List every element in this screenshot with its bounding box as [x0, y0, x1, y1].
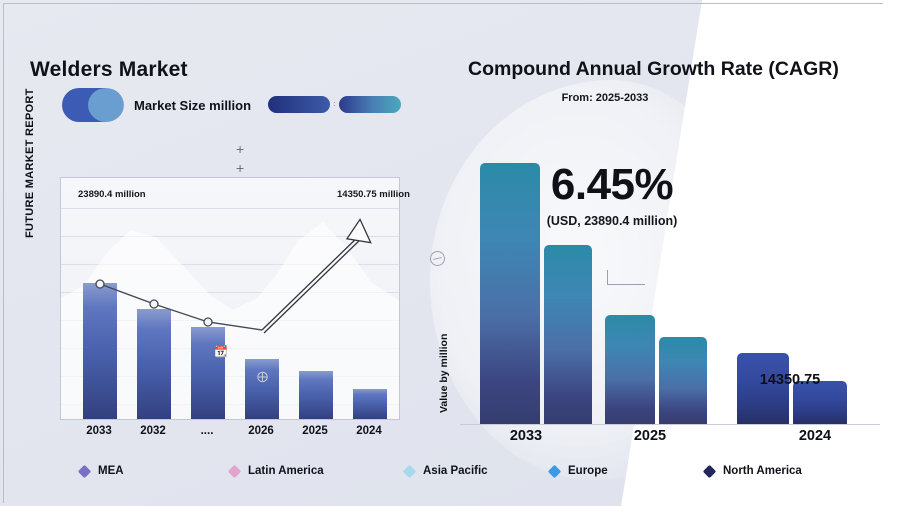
x-label-dots: ....	[200, 425, 214, 437]
bar-2033	[83, 283, 117, 419]
left-chart-bars	[61, 178, 399, 419]
brand-legend-label: Market Size million	[134, 97, 252, 113]
right-bar-2033-primary	[480, 163, 540, 425]
legend-swatch-icon	[227, 464, 242, 478]
right-x-label-2033: 2033	[509, 428, 543, 444]
brand-logo-icon	[62, 88, 124, 122]
brand-legend: Market Size million	[62, 88, 251, 122]
bar-dots	[191, 327, 225, 419]
legend-label: Latin America	[248, 465, 324, 477]
right-bar-2024-secondary	[793, 381, 847, 425]
legend-item-mea[interactable]: MEA	[77, 464, 230, 478]
legend-item-north-america[interactable]: North America	[702, 464, 802, 478]
legend-label: Europe	[568, 465, 608, 477]
legend-label: North America	[723, 465, 802, 477]
right-bar-2025-primary	[605, 315, 655, 425]
plus-icon-2: +	[236, 160, 245, 176]
x-label-2024: 2024	[356, 425, 382, 437]
plus-icon-1: +	[236, 141, 245, 157]
pill-swatch-gradient	[339, 96, 401, 113]
plus-marks-group: + +	[236, 140, 244, 178]
right-chart-data-label: 14350.75	[759, 372, 821, 388]
cagr-subtitle: From: 2025-2033	[561, 92, 649, 104]
cagr-title: Compound Annual Growth Rate (CAGR)	[468, 58, 839, 80]
right-x-label-2024: 2024	[798, 428, 832, 444]
left-chart-x-labels: 2033 2032 .... 2026 2025 2024	[60, 425, 400, 445]
calendar-watermark-icon: 📆	[214, 346, 228, 358]
right-chart-baseline	[460, 424, 880, 425]
right-x-label-2025: 2025	[633, 428, 667, 444]
x-label-2026: 2026	[248, 425, 274, 437]
bracket-decoration	[607, 270, 645, 285]
pill-swatch-dark	[268, 96, 330, 113]
pill-legend: :	[268, 96, 401, 113]
zoom-out-icon[interactable]	[430, 251, 445, 266]
region-legend: MEA Latin America Asia Pacific Europe No…	[77, 464, 802, 478]
left-chart-overlay-line	[95, 218, 372, 334]
right-chart-x-labels: 2033 2025 2024	[460, 428, 880, 450]
add-box-watermark-icon: ⨁	[257, 371, 268, 383]
right-bar-2024-primary	[737, 353, 789, 425]
growth-arrow	[261, 218, 372, 334]
cagr-value: 6.45%	[550, 160, 674, 209]
right-bar-2025-secondary	[659, 337, 707, 425]
bar-2026	[245, 359, 279, 419]
x-label-2033: 2033	[86, 425, 112, 437]
legend-label: Asia Pacific	[423, 465, 488, 477]
right-bar-2033-secondary	[544, 245, 592, 425]
legend-item-latin-america[interactable]: Latin America	[227, 464, 405, 478]
cagr-note: (USD, 23890.4 million)	[546, 214, 678, 228]
legend-label: MEA	[98, 465, 124, 477]
legend-swatch-icon	[547, 464, 562, 478]
legend-item-europe[interactable]: Europe	[547, 464, 705, 478]
legend-swatch-icon	[702, 464, 717, 478]
left-chart-y-axis-title-right: Value by million	[438, 333, 450, 413]
left-chart-caption-end: 14350.75 million	[337, 189, 410, 200]
left-chart-y-axis-title: FUTURE MARKET REPORT	[24, 88, 36, 238]
pill-separator: :	[333, 101, 336, 108]
x-label-2032: 2032	[140, 425, 166, 437]
right-chart-plot-area	[460, 140, 880, 425]
page-title: Welders Market	[30, 58, 188, 81]
legend-swatch-icon	[402, 464, 417, 478]
left-chart-plot-area: 📆 ⨁	[60, 177, 400, 420]
left-chart-caption-start: 23890.4 million	[78, 189, 146, 200]
legend-swatch-icon	[77, 464, 92, 478]
legend-item-asia-pacific[interactable]: Asia Pacific	[402, 464, 550, 478]
bar-2032	[137, 309, 171, 419]
bar-2024	[353, 389, 387, 419]
bar-2025	[299, 371, 333, 419]
x-label-2025: 2025	[302, 425, 328, 437]
